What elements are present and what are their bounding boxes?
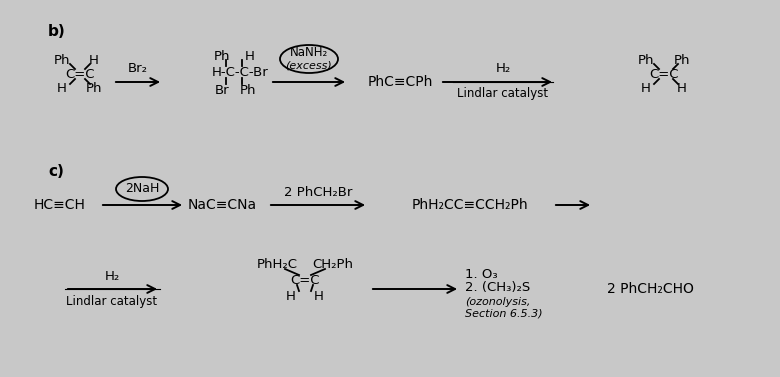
Text: Ph: Ph [86, 81, 102, 95]
Text: C=C: C=C [290, 273, 320, 287]
Text: H₂: H₂ [495, 63, 511, 75]
Text: Lindlar catalyst: Lindlar catalyst [66, 294, 158, 308]
Text: CH₂Ph: CH₂Ph [313, 259, 353, 271]
Text: 2 PhCH₂Br: 2 PhCH₂Br [284, 185, 353, 199]
Text: Ph: Ph [214, 49, 230, 63]
Text: b): b) [48, 25, 66, 40]
Text: NaNH₂: NaNH₂ [290, 46, 328, 60]
Text: Lindlar catalyst: Lindlar catalyst [457, 87, 548, 101]
Text: H: H [89, 54, 99, 66]
Text: C=C: C=C [66, 67, 94, 81]
Text: PhH₂CC≡CCH₂Ph: PhH₂CC≡CCH₂Ph [412, 198, 528, 212]
Text: H: H [245, 49, 255, 63]
Text: Ph: Ph [638, 54, 654, 66]
Text: Ph: Ph [239, 83, 257, 97]
Text: Br₂: Br₂ [128, 63, 148, 75]
Text: 2NaH: 2NaH [125, 182, 159, 196]
Text: 2 PhCH₂CHO: 2 PhCH₂CHO [607, 282, 693, 296]
Text: Br: Br [215, 83, 229, 97]
Text: H: H [314, 291, 324, 303]
Text: C=C: C=C [649, 67, 679, 81]
Text: H: H [641, 81, 651, 95]
Text: HC≡CH: HC≡CH [34, 198, 86, 212]
Text: Ph: Ph [54, 54, 70, 66]
Text: H: H [57, 81, 67, 95]
Text: H-C-C-Br: H-C-C-Br [212, 66, 269, 78]
Text: 2. (CH₃)₂S: 2. (CH₃)₂S [465, 282, 530, 294]
Text: H: H [286, 291, 296, 303]
Text: (excess): (excess) [285, 60, 332, 70]
Text: PhC≡CPh: PhC≡CPh [367, 75, 433, 89]
Text: Section 6.5.3): Section 6.5.3) [465, 308, 543, 318]
Text: 1. O₃: 1. O₃ [465, 268, 498, 282]
Text: H₂: H₂ [105, 270, 119, 282]
Text: Ph: Ph [674, 54, 690, 66]
Text: H: H [677, 81, 687, 95]
Text: NaC≡CNa: NaC≡CNa [187, 198, 257, 212]
Text: PhH₂C: PhH₂C [257, 259, 297, 271]
Text: (ozonolysis,: (ozonolysis, [465, 297, 530, 307]
Text: c): c) [48, 164, 64, 178]
